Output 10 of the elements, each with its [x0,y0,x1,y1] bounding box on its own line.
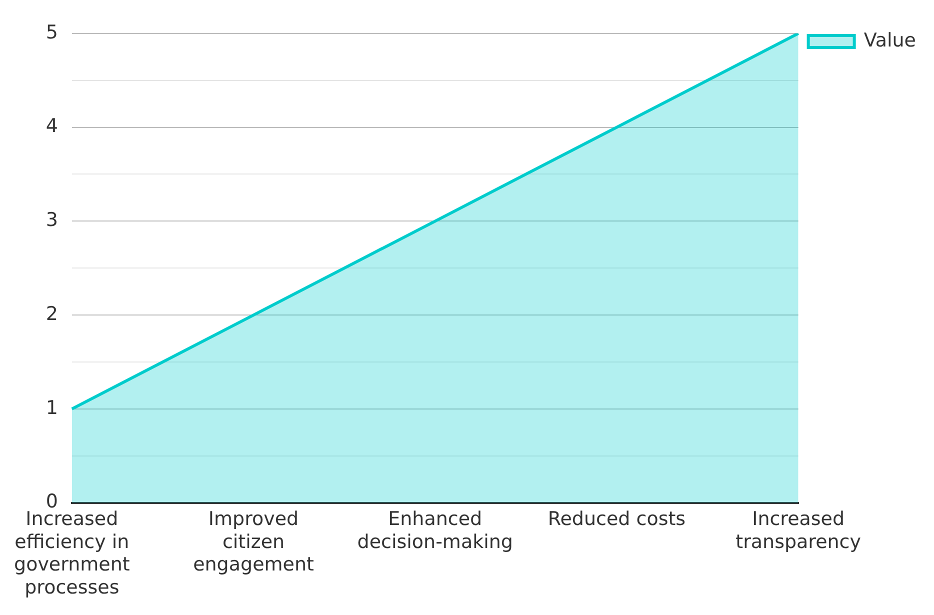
x-tick-label: Enhanced decision-making [357,508,513,553]
y-tick-label: 5 [46,21,58,44]
y-tick-label: 3 [46,209,58,232]
legend-label: Value [864,29,916,52]
y-tick-label: 4 [46,115,58,138]
y-tick-label: 1 [46,396,58,419]
y-tick-label: 2 [46,302,58,325]
x-tick-label: Reduced costs [548,508,686,530]
x-tick-label: Increased transparency [736,508,862,553]
x-tick-label: Improved citizen engagement [193,508,314,576]
